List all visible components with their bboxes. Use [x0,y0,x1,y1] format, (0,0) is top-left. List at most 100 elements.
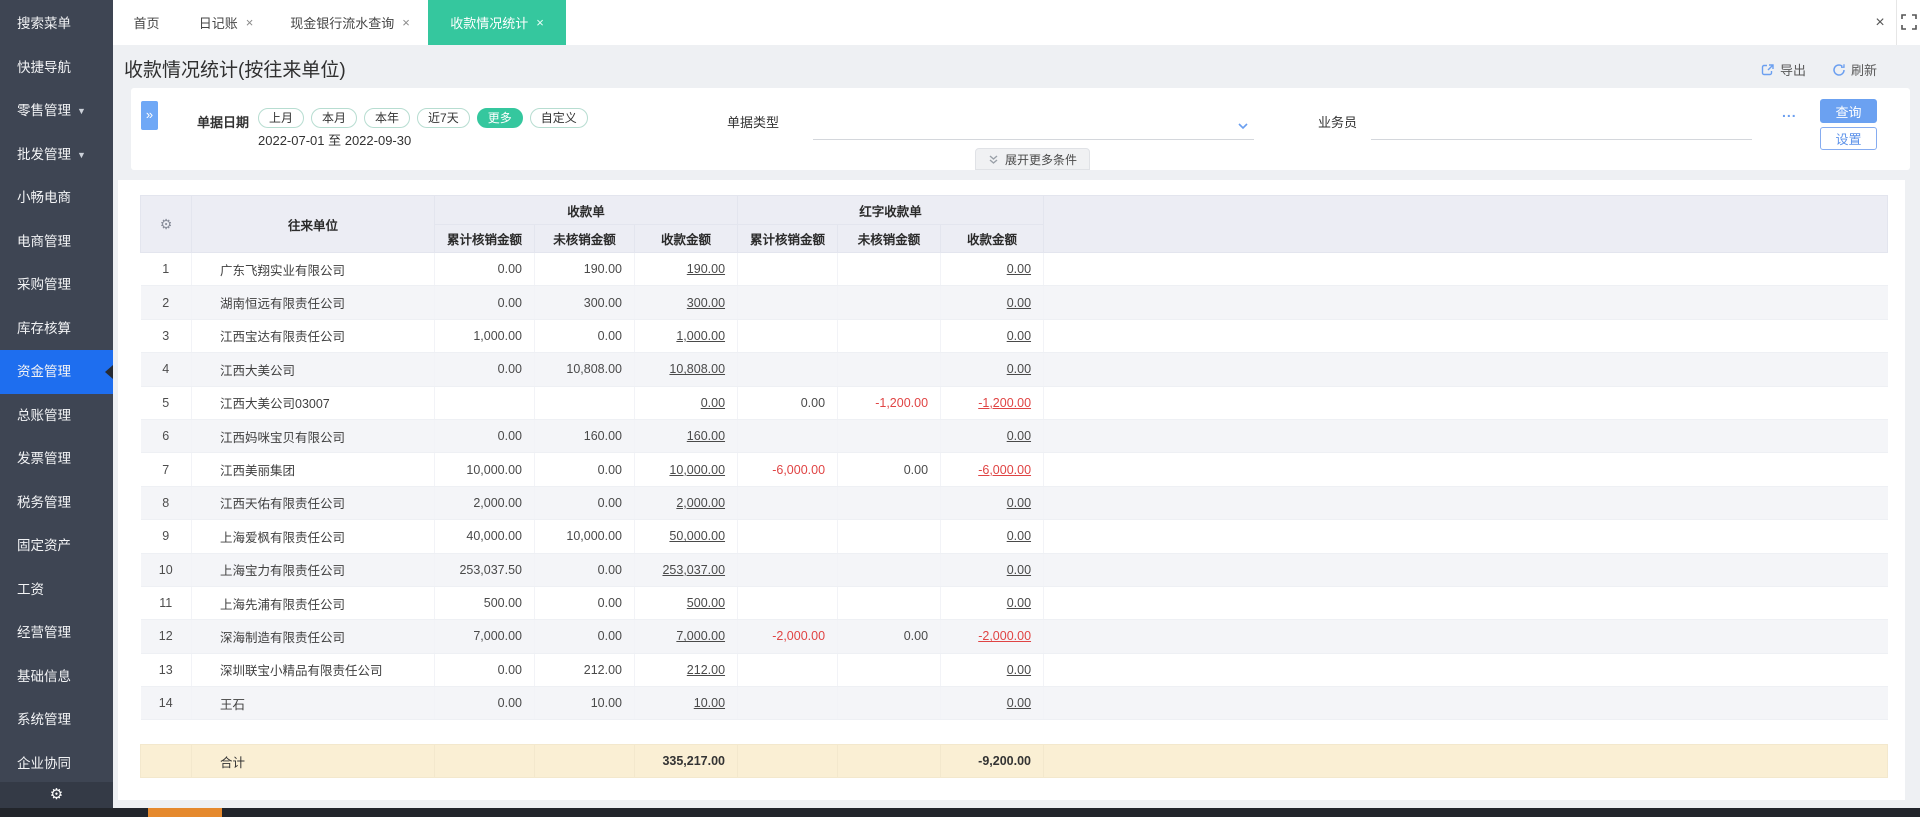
sidebar-item-采购管理[interactable]: 采购管理 [0,263,113,307]
amount-link[interactable]: 0.00 [940,285,1045,320]
refresh-button[interactable]: 刷新 [1832,60,1877,79]
sidebar-item-零售管理[interactable]: 零售管理 ▼ [0,89,113,133]
amount-cell [737,252,839,287]
settings-button[interactable]: 设置 [1820,127,1877,150]
close-icon[interactable]: × [402,15,410,30]
refresh-label: 刷新 [1850,63,1877,78]
date-range-value[interactable]: 2022-07-01 至 2022-09-30 [258,133,412,148]
sidebar-item-搜索菜单[interactable]: 搜索菜单 [0,2,113,46]
tab-日记账[interactable]: 日记账 × [180,0,272,45]
doc-type-label: 单据类型 [727,115,780,130]
export-button[interactable]: 导出 [1761,60,1806,79]
amount-link[interactable]: -2,000.00 [940,619,1045,654]
header-actions: 导出 刷新 [1761,60,1877,79]
sidebar-item-总账管理[interactable]: 总账管理 [0,394,113,438]
date-chip-近7天[interactable]: 近7天 [417,108,470,128]
sidebar-item-经营管理[interactable]: 经营管理 [0,611,113,655]
amount-link[interactable]: 0.00 [940,586,1045,621]
sidebar-item-资金管理[interactable]: 资金管理 [0,350,113,394]
export-label: 导出 [1779,63,1806,78]
amount-cell: -6,000.00 [737,452,839,487]
tab-label: 首页 [133,16,160,31]
date-chip-自定义[interactable]: 自定义 [529,108,588,128]
amount-link[interactable]: 0.00 [634,386,739,420]
amount-link[interactable]: 0.00 [940,252,1045,287]
sidebar-item-基础信息[interactable]: 基础信息 [0,655,113,699]
amount-link[interactable]: 1,000.00 [634,319,739,354]
total-label: 合计 [191,744,435,778]
amount-link[interactable]: 10.00 [634,686,739,721]
sidebar-item-系统管理[interactable]: 系统管理 [0,698,113,742]
amount-link[interactable]: 0.00 [940,686,1045,721]
amount-cell: 7,000.00 [434,619,535,654]
amount-link[interactable]: 0.00 [940,553,1045,587]
tab-首页[interactable]: 首页 [113,0,180,45]
table-row: 14 王石 0.00 10.00 10.00 0.00 [140,686,1888,721]
taskbar-app-indicator[interactable] [148,808,222,817]
sidebar-item-批发管理[interactable]: 批发管理 ▼ [0,133,113,177]
sidebar-item-发票管理[interactable]: 发票管理 [0,437,113,481]
party-name: 江西美丽集团 [191,452,435,487]
party-name: 江西大美公司03007 [191,386,435,420]
collapse-panel-button[interactable]: » [141,101,158,130]
doc-type-select[interactable] [813,118,1254,140]
total-receipt-amount: 335,217.00 [634,744,738,778]
close-icon[interactable]: × [536,15,544,30]
sidebar-item-固定资产[interactable]: 固定资产 [0,524,113,568]
close-icon[interactable]: × [1875,14,1885,31]
amount-link[interactable]: 0.00 [940,486,1045,521]
amount-link[interactable]: 50,000.00 [634,519,739,554]
amount-cell: 0.00 [534,553,635,587]
date-chip-本年[interactable]: 本年 [364,108,411,128]
sidebar-item-label: 小畅电商 [17,190,71,205]
sidebar-item-电商管理[interactable]: 电商管理 [0,220,113,264]
date-chip-本月[interactable]: 本月 [311,108,358,128]
sidebar-item-label: 经营管理 [17,625,71,640]
party-name: 深圳联宝小精品有限责任公司 [191,653,435,688]
tab-现金银行流水查询[interactable]: 现金银行流水查询 × [272,0,428,45]
close-icon[interactable]: × [245,15,254,30]
amount-link[interactable]: 300.00 [634,285,739,320]
tab-收款情况统计[interactable]: 收款情况统计 × [428,0,566,45]
amount-link[interactable]: 0.00 [940,419,1045,454]
amount-link[interactable]: 2,000.00 [634,486,739,521]
amount-link[interactable]: 7,000.00 [634,619,739,654]
sidebar: 搜索菜单 快捷导航 零售管理 ▼ 批发管理 ▼ 小畅电商电商管理 采购管理 库存核算资金管理总账… [0,0,113,808]
expand-more-conditions-button[interactable]: 展开更多条件 [975,148,1091,170]
salesman-input[interactable] [1371,118,1752,140]
sidebar-item-企业协同[interactable]: 企业协同 [0,742,113,786]
amount-link[interactable]: 10,808.00 [634,352,739,387]
sidebar-item-工资[interactable]: 工资 [0,568,113,612]
date-chip-更多[interactable]: 更多 [476,108,523,128]
sidebar-item-税务管理[interactable]: 税务管理 [0,481,113,525]
amount-link[interactable]: -1,200.00 [940,386,1045,420]
amount-link[interactable]: 160.00 [634,419,739,454]
row-number: 4 [140,352,192,387]
active-notch [105,364,113,379]
amount-link[interactable]: -6,000.00 [940,452,1045,487]
sidebar-item-label: 工资 [17,581,44,597]
chevron-down-icon: ▼ [77,106,86,116]
fullscreen-icon[interactable] [1901,14,1919,32]
amount-link[interactable]: 0.00 [940,519,1045,554]
date-chip-上月[interactable]: 上月 [258,108,305,128]
amount-link[interactable]: 0.00 [940,653,1045,688]
column-settings-gear-icon[interactable]: ⚙ [159,215,173,232]
settings-gear-icon[interactable]: ⚙ [49,786,64,803]
amount-link[interactable]: 500.00 [634,586,739,621]
amount-link[interactable]: 0.00 [940,352,1045,387]
sidebar-item-label: 企业协同 [17,755,71,771]
amount-link[interactable]: 190.00 [634,252,739,287]
amount-link[interactable]: 212.00 [634,653,739,688]
party-name: 上海宝力有限责任公司 [191,553,435,587]
amount-link[interactable]: 253,037.00 [634,553,739,587]
amount-link[interactable]: 10,000.00 [634,452,739,487]
amount-cell: 0.00 [837,452,942,487]
query-button[interactable]: 查询 [1820,99,1877,123]
sidebar-item-小畅电商[interactable]: 小畅电商 [0,176,113,220]
amount-link[interactable]: 0.00 [940,319,1045,354]
sidebar-item-快捷导航[interactable]: 快捷导航 [0,46,113,90]
more-options-ellipsis[interactable]: ... [1782,104,1797,120]
sidebar-item-label: 资金管理 [17,364,71,379]
sidebar-item-库存核算[interactable]: 库存核算 [0,307,113,351]
